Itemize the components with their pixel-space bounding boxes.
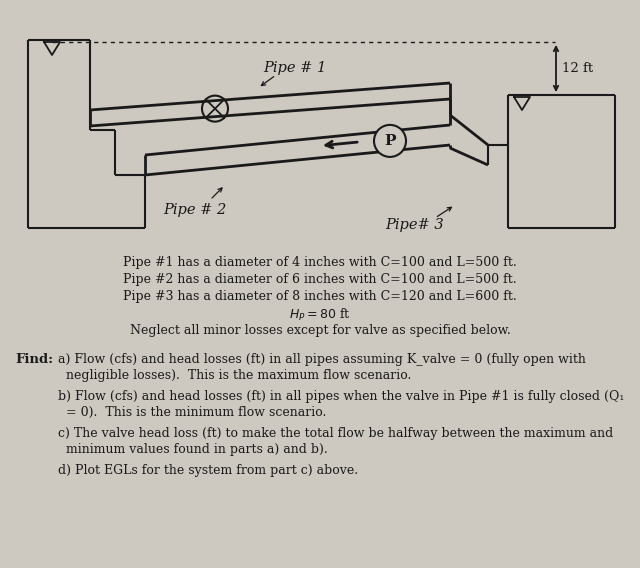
Text: Pipe #3 has a diameter of 8 inches with C=120 and L=600 ft.: Pipe #3 has a diameter of 8 inches with …: [123, 290, 517, 303]
Text: a) Flow (cfs) and head losses (ft) in all pipes assuming K_valve = 0 (fully open: a) Flow (cfs) and head losses (ft) in al…: [58, 353, 586, 366]
Text: Pipe #1 has a diameter of 4 inches with C=100 and L=500 ft.: Pipe #1 has a diameter of 4 inches with …: [123, 256, 517, 269]
Text: Pipe# 3: Pipe# 3: [386, 218, 444, 232]
Text: minimum values found in parts a) and b).: minimum values found in parts a) and b).: [66, 442, 328, 456]
Text: Find:: Find:: [15, 353, 53, 366]
Text: P: P: [384, 134, 396, 148]
Text: Neglect all minor losses except for valve as specified below.: Neglect all minor losses except for valv…: [130, 324, 510, 337]
Circle shape: [374, 125, 406, 157]
Text: = 0).  This is the minimum flow scenario.: = 0). This is the minimum flow scenario.: [66, 406, 326, 419]
Text: Pipe #2 has a diameter of 6 inches with C=100 and L=500 ft.: Pipe #2 has a diameter of 6 inches with …: [123, 273, 517, 286]
Text: $H_P = 80$ ft: $H_P = 80$ ft: [289, 307, 351, 323]
Text: b) Flow (cfs) and head losses (ft) in all pipes when the valve in Pipe #1 is ful: b) Flow (cfs) and head losses (ft) in al…: [58, 390, 625, 403]
Text: Pipe # 2: Pipe # 2: [163, 203, 227, 217]
Text: c) The valve head loss (ft) to make the total flow be halfway between the maximu: c) The valve head loss (ft) to make the …: [58, 427, 613, 440]
Text: negligible losses).  This is the maximum flow scenario.: negligible losses). This is the maximum …: [66, 369, 412, 382]
Text: d) Plot EGLs for the system from part c) above.: d) Plot EGLs for the system from part c)…: [58, 464, 358, 477]
Text: Pipe # 1: Pipe # 1: [264, 61, 326, 75]
Text: 12 ft: 12 ft: [562, 61, 593, 74]
